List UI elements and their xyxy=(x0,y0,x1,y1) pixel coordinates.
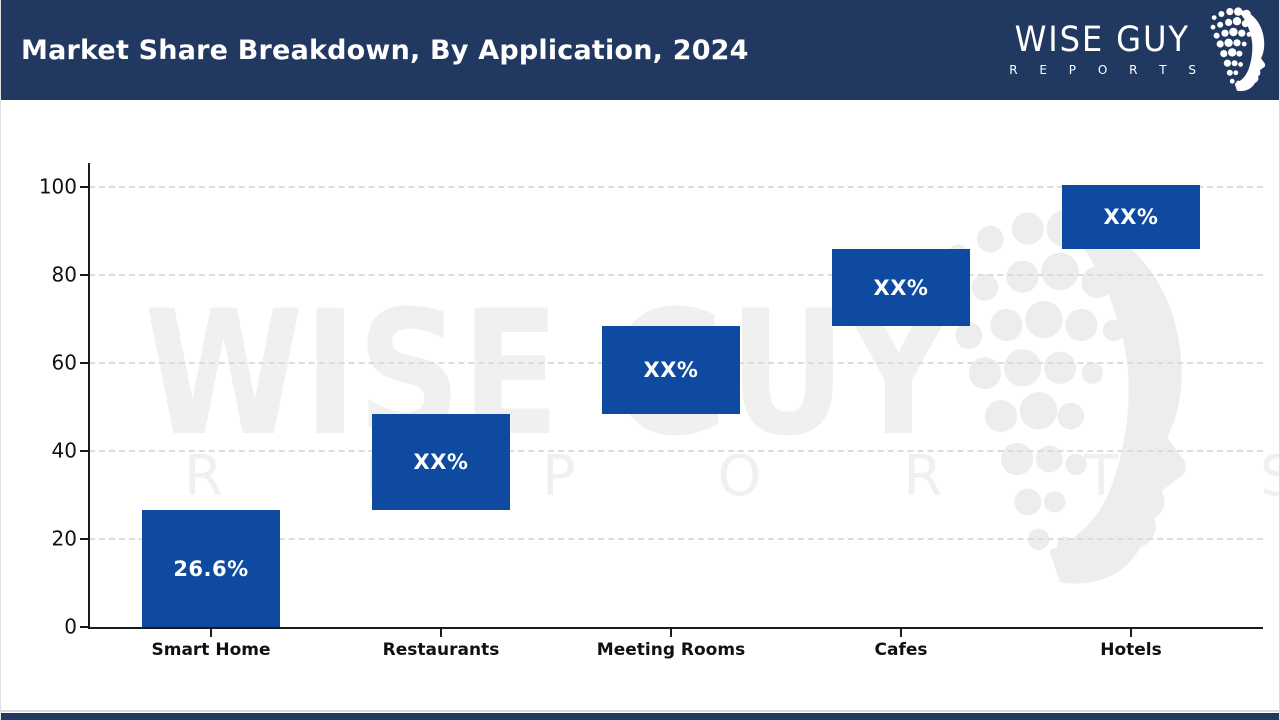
x-axis-tick xyxy=(670,629,672,637)
y-axis-tick xyxy=(80,274,88,276)
x-axis-tick xyxy=(440,629,442,637)
bar-cafes: XX% xyxy=(832,249,970,326)
gridline xyxy=(89,538,1263,540)
bar-value-label: XX% xyxy=(873,275,929,300)
footer-bar xyxy=(1,713,1279,720)
gridline xyxy=(89,450,1263,452)
bar-value-label: 26.6% xyxy=(173,556,249,581)
y-tick-label: 80 xyxy=(51,262,77,287)
y-tick-label: 20 xyxy=(51,526,77,551)
x-tick-label: Smart Home xyxy=(151,640,271,660)
x-axis xyxy=(88,627,1263,629)
y-axis-tick xyxy=(80,538,88,540)
bar-meeting-rooms: XX% xyxy=(602,326,740,414)
brand-logo: WISE GUY R E P O R T S xyxy=(1000,7,1267,93)
brand-logo-text: WISE GUY R E P O R T S xyxy=(1000,20,1205,78)
gridline xyxy=(89,186,1263,188)
x-axis-tick xyxy=(1130,629,1132,637)
bar-restaurants: XX% xyxy=(372,414,510,510)
page-title: Market Share Breakdown, By Application, … xyxy=(21,34,749,66)
bar-smart-home: 26.6% xyxy=(142,510,280,627)
brand-tagline: R E P O R T S xyxy=(1009,63,1205,77)
y-axis-tick xyxy=(80,626,88,628)
bar-hotels: XX% xyxy=(1062,185,1200,249)
y-tick-label: 40 xyxy=(51,438,77,463)
x-tick-label: Hotels xyxy=(1100,640,1162,660)
brand-name: WISE GUY xyxy=(1014,20,1191,60)
y-axis-tick xyxy=(80,450,88,452)
bar-value-label: XX% xyxy=(413,450,469,474)
x-tick-label: Meeting Rooms xyxy=(596,640,746,660)
bar-value-label: XX% xyxy=(1103,205,1159,229)
y-axis-tick xyxy=(80,186,88,188)
bottom-divider xyxy=(1,710,1279,712)
x-axis-tick xyxy=(900,629,902,637)
header: Market Share Breakdown, By Application, … xyxy=(1,0,1279,100)
y-tick-label: 100 xyxy=(38,174,77,199)
y-tick-label: 60 xyxy=(51,350,77,375)
y-axis xyxy=(88,163,90,629)
y-axis-tick xyxy=(80,362,88,364)
x-tick-label: Restaurants xyxy=(382,640,500,660)
y-tick-label: 0 xyxy=(64,614,77,639)
x-axis-tick xyxy=(210,629,212,637)
x-tick-label: Cafes xyxy=(874,640,928,660)
bar-value-label: XX% xyxy=(643,358,699,382)
gridline xyxy=(89,274,1263,276)
